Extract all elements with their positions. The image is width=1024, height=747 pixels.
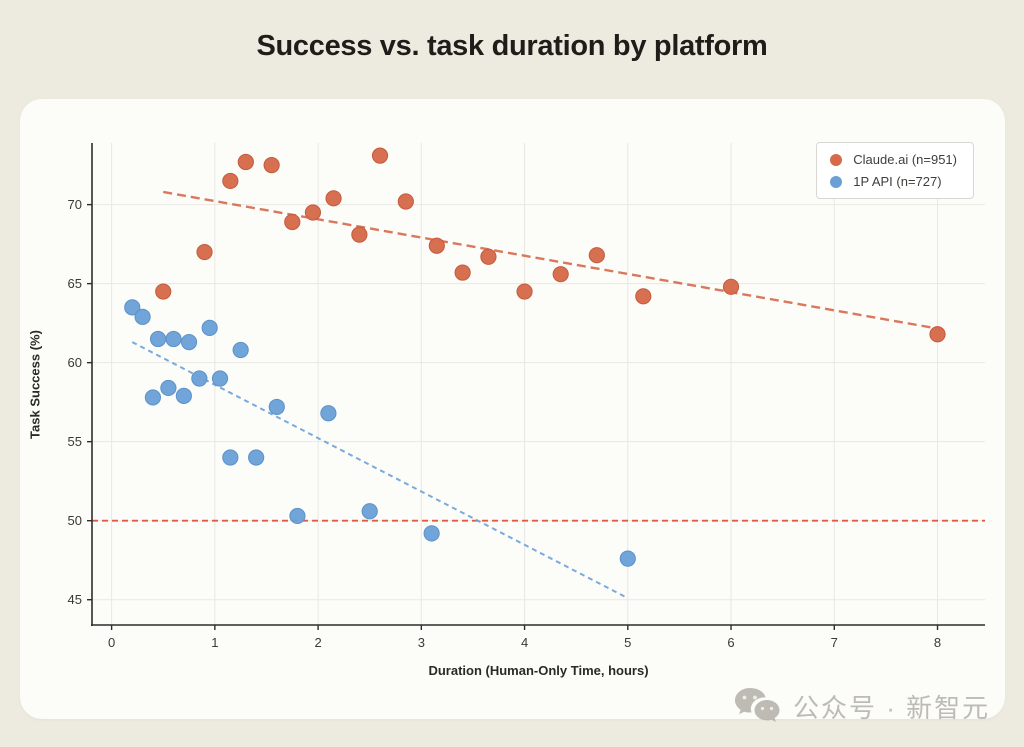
data-point-api (268, 398, 285, 416)
legend: Claude.ai (n=951) 1P API (n=727) (816, 142, 974, 199)
data-point-claude (304, 204, 322, 221)
data-point-api (149, 330, 167, 348)
data-point-claude (516, 283, 533, 300)
data-point-api (124, 299, 141, 316)
data-point-api (320, 405, 337, 422)
x-tick-label: 2 (314, 635, 321, 650)
watermark-text: 公众号 · 新智元 (793, 692, 991, 723)
data-point-api (134, 308, 151, 325)
data-point-api (180, 334, 198, 351)
data-point-claude (722, 278, 740, 295)
y-tick-label: 65 (68, 276, 82, 291)
x-axis-label: Duration (Human-Only Time, hours) (428, 663, 649, 678)
x-tick-label: 4 (521, 635, 528, 650)
api-marker-icon (830, 175, 843, 188)
legend-label-api: 1P API (n=727) (853, 174, 942, 189)
y-tick-label: 60 (68, 355, 82, 370)
watermark: 公众号 · 新智元 (733, 684, 990, 728)
data-point-api (619, 550, 636, 567)
x-tick-label: 0 (108, 635, 115, 650)
data-point-claude (929, 326, 946, 343)
data-point-api (191, 370, 208, 387)
data-point-claude (284, 213, 301, 231)
data-point-api (232, 341, 249, 359)
wechat-icon (735, 688, 780, 722)
y-tick-label: 55 (68, 434, 82, 449)
claude-marker-icon (830, 153, 843, 166)
data-point-claude (635, 288, 652, 305)
x-tick-label: 5 (624, 635, 631, 650)
data-point-api (160, 379, 177, 397)
data-point-api (289, 507, 306, 525)
data-point-api (211, 370, 229, 387)
data-point-claude (155, 283, 172, 300)
data-point-claude (371, 147, 389, 164)
data-point-api (201, 319, 218, 336)
data-point-api (165, 330, 182, 348)
data-point-claude (588, 247, 605, 264)
data-point-api (222, 449, 239, 466)
data-point-api (248, 449, 265, 466)
data-point-api (144, 389, 162, 406)
data-point-api (175, 387, 192, 404)
x-tick-label: 7 (831, 635, 838, 650)
y-tick-label: 45 (68, 592, 82, 607)
x-tick-label: 1 (211, 635, 218, 650)
y-tick-label: 50 (68, 513, 82, 528)
legend-item-api: 1P API (n=727) (830, 174, 957, 189)
data-point-claude (351, 226, 368, 243)
data-point-claude (237, 153, 254, 171)
trendline-claude (163, 190, 943, 331)
data-point-claude (222, 172, 239, 190)
x-tick-label: 8 (934, 635, 941, 650)
data-point-claude (454, 264, 471, 281)
legend-item-claude: Claude.ai (n=951) (830, 152, 957, 167)
y-axis-label: Task Success (%) (27, 330, 43, 439)
y-tick-label: 70 (68, 197, 82, 212)
data-point-api (423, 525, 440, 542)
x-tick-label: 6 (727, 635, 734, 650)
data-point-claude (428, 237, 445, 254)
data-point-api (361, 503, 378, 520)
page-title: Success vs. task duration by platform (256, 30, 768, 62)
legend-label-claude: Claude.ai (n=951) (853, 152, 957, 167)
data-point-claude (480, 248, 497, 265)
data-point-claude (196, 243, 213, 261)
data-point-claude (552, 266, 569, 283)
trendline-api (131, 341, 629, 600)
x-tick-label: 3 (418, 635, 425, 650)
data-point-claude (397, 193, 414, 210)
data-point-claude (325, 190, 342, 207)
data-point-claude (263, 157, 280, 174)
chart-card: 0 1 2 3 4 5 6 7 8 45 50 55 60 65 70 Task Success (%) D… (20, 99, 1005, 719)
